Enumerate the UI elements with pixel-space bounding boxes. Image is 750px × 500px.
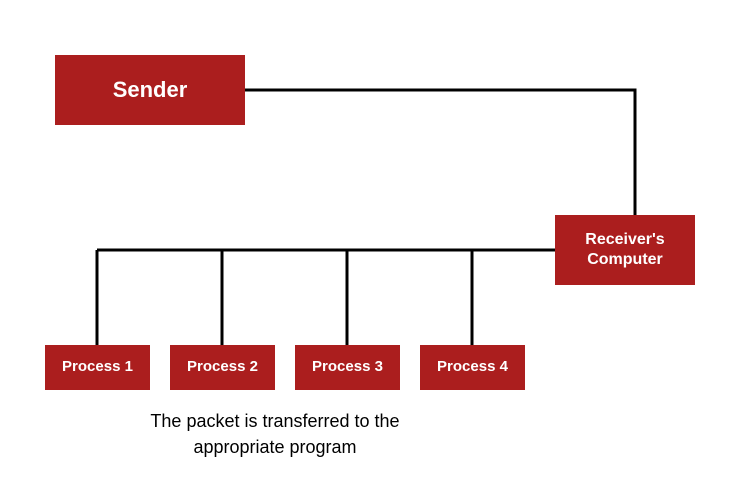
process-4-node: Process 4 xyxy=(420,345,525,390)
process-3-label: Process 3 xyxy=(312,358,383,377)
sender-label: Sender xyxy=(113,76,188,104)
process-2-node: Process 2 xyxy=(170,345,275,390)
sender-node: Sender xyxy=(55,55,245,125)
caption-line-1: The packet is transferred to the xyxy=(110,408,440,434)
process-1-label: Process 1 xyxy=(62,358,133,377)
process-4-label: Process 4 xyxy=(437,358,508,377)
process-1-node: Process 1 xyxy=(45,345,150,390)
caption-line-2: appropriate program xyxy=(110,434,440,460)
edge-sender-right xyxy=(245,90,635,215)
receiver-label: Receiver's Computer xyxy=(559,230,691,270)
process-2-label: Process 2 xyxy=(187,358,258,377)
process-3-node: Process 3 xyxy=(295,345,400,390)
diagram-caption: The packet is transferred to the appropr… xyxy=(110,408,440,460)
receiver-node: Receiver's Computer xyxy=(555,215,695,285)
